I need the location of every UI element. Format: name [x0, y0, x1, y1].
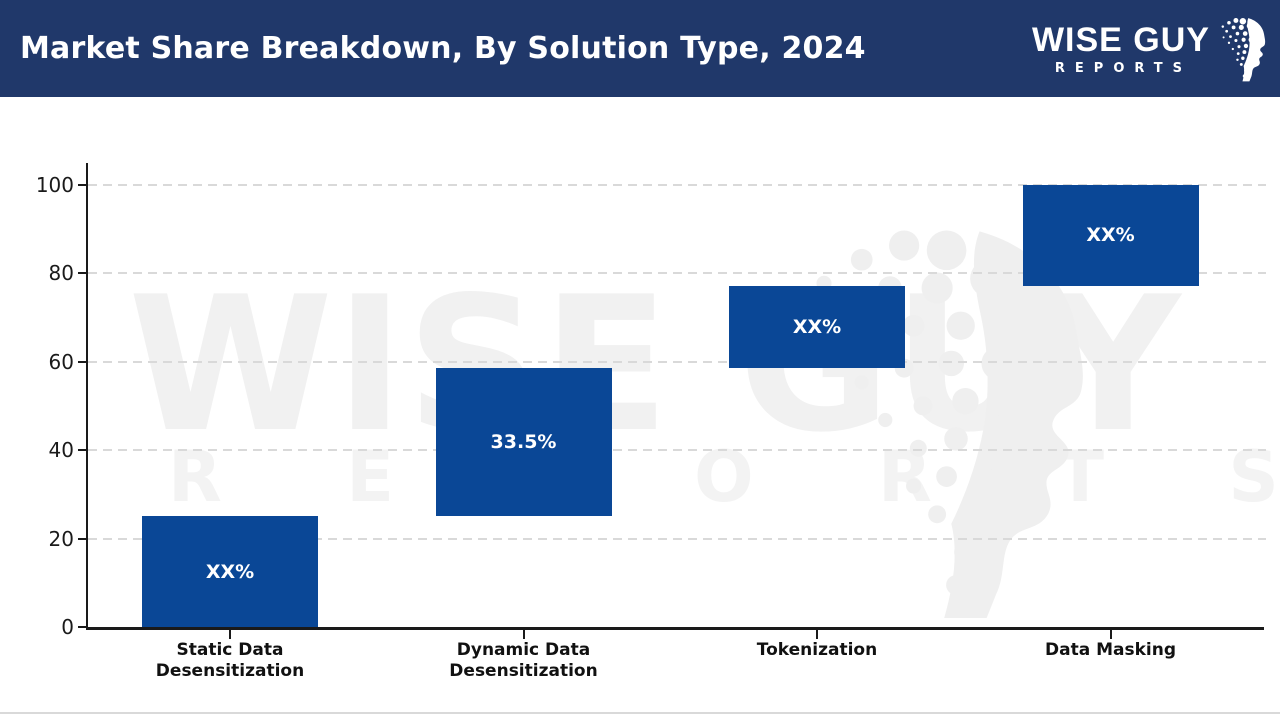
x-axis-tick-mark [1109, 630, 1112, 639]
dotted-head-icon [1221, 17, 1266, 81]
gridline-y80 [88, 272, 1266, 274]
y-axis-tick-label: 60 [48, 349, 74, 374]
x-axis-category-label: Data Masking [1044, 640, 1176, 660]
waterfall-bar-2 [435, 368, 612, 517]
bar-value-label: 33.5% [490, 431, 557, 454]
x-axis-category-label: Static Data Desensitization [155, 640, 305, 681]
y-axis-tick-label: 80 [48, 261, 74, 285]
y-axis-tick-mark [78, 360, 86, 363]
waterfall-bar-1 [142, 516, 318, 627]
bar-value-label: XX% [205, 560, 255, 583]
brand-logo: WISE GUY REPORTS [1032, 9, 1266, 89]
logo-wordmark: WISE GUY [1031, 20, 1210, 59]
y-axis-line [86, 163, 88, 628]
waterfall-bar-4 [1022, 184, 1199, 287]
gridline-y20 [88, 537, 1266, 540]
x-axis-tick-mark [229, 630, 231, 639]
y-axis-tick-label: 20 [48, 526, 74, 551]
page-title: Market Share Breakdown, By Solution Type… [20, 31, 866, 66]
logo-subtext: REPORTS [1054, 60, 1193, 76]
y-axis-tick-mark [78, 626, 86, 628]
header-bar: Market Share Breakdown, By Solution Type… [0, 0, 1280, 97]
footer-divider [0, 712, 1280, 714]
x-axis-tick-mark [816, 630, 818, 639]
y-axis-tick-label: 40 [48, 438, 74, 462]
bar-value-label: XX% [792, 316, 842, 339]
y-axis-tick-mark [78, 183, 86, 186]
x-axis-category-label: Tokenization [756, 640, 878, 660]
x-axis-line [86, 627, 1264, 630]
y-axis-tick-label: 0 [61, 615, 74, 639]
bar-value-label: XX% [1086, 224, 1135, 247]
y-axis-tick-mark [78, 272, 86, 274]
y-axis-tick-label: 100 [35, 172, 74, 197]
gridline-y60 [88, 360, 1266, 363]
brand-logo-text: WISE GUY REPORTS [1032, 23, 1210, 75]
y-axis-tick-mark [78, 537, 86, 540]
x-axis-tick-mark [522, 630, 525, 639]
watermark-subtext: R E P O R T S [168, 436, 1280, 518]
x-axis-category-label: Dynamic Data Desensitization [449, 640, 598, 681]
gridline-y40 [88, 449, 1266, 451]
gridline-y100 [88, 183, 1266, 186]
y-axis-tick-mark [78, 449, 86, 451]
waterfall-bar-3 [729, 286, 905, 369]
